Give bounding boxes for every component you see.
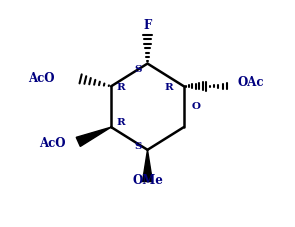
Text: S: S <box>134 142 142 151</box>
Text: S: S <box>134 65 142 74</box>
Text: R: R <box>165 83 173 92</box>
Text: AcO: AcO <box>28 72 55 85</box>
Text: AcO: AcO <box>39 136 66 150</box>
Text: OAc: OAc <box>237 76 264 89</box>
Text: R: R <box>117 118 126 127</box>
Polygon shape <box>142 150 153 182</box>
Text: O: O <box>192 102 201 111</box>
Text: R: R <box>117 83 126 92</box>
Text: F: F <box>143 19 152 32</box>
Polygon shape <box>76 127 111 146</box>
Text: OMe: OMe <box>132 174 163 187</box>
